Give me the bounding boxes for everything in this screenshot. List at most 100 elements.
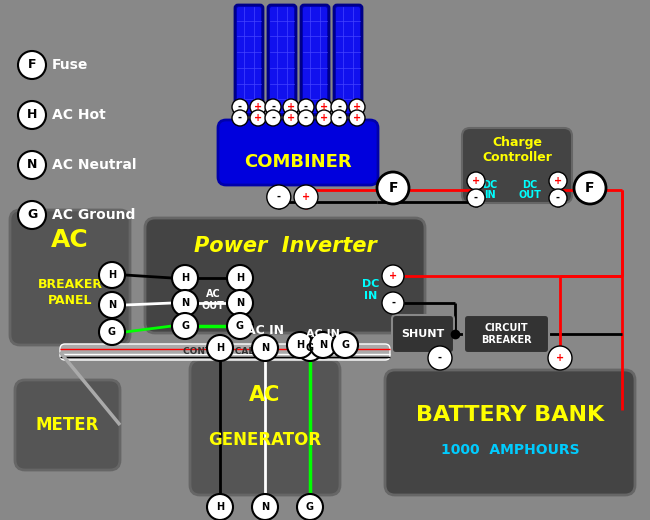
- Text: METER: METER: [36, 416, 99, 434]
- Text: -: -: [304, 102, 308, 112]
- Circle shape: [316, 110, 332, 126]
- Text: Charge
Controller: Charge Controller: [482, 136, 552, 164]
- Text: N: N: [261, 343, 269, 353]
- FancyBboxPatch shape: [268, 5, 296, 115]
- Circle shape: [18, 101, 46, 129]
- Circle shape: [294, 185, 318, 209]
- Text: +: +: [320, 113, 328, 123]
- Circle shape: [18, 151, 46, 179]
- Text: -: -: [271, 102, 275, 112]
- Text: 1000  AMPHOURS: 1000 AMPHOURS: [441, 443, 579, 457]
- Text: DC: DC: [482, 180, 498, 190]
- Circle shape: [283, 110, 299, 126]
- FancyBboxPatch shape: [334, 5, 362, 115]
- Text: +: +: [556, 353, 564, 363]
- Text: N: N: [319, 340, 327, 350]
- Text: DC
IN: DC IN: [362, 279, 380, 301]
- Circle shape: [172, 265, 198, 291]
- Circle shape: [310, 332, 336, 358]
- Text: +: +: [389, 271, 397, 281]
- Text: F: F: [585, 181, 595, 195]
- Text: +: +: [254, 113, 262, 123]
- Text: IN: IN: [484, 190, 496, 200]
- Text: COMBINER: COMBINER: [244, 153, 352, 171]
- Circle shape: [377, 172, 409, 204]
- Circle shape: [316, 99, 332, 115]
- Text: +: +: [287, 113, 295, 123]
- Text: H: H: [181, 273, 189, 283]
- Circle shape: [172, 313, 198, 339]
- Circle shape: [232, 110, 248, 126]
- Text: H: H: [27, 109, 37, 122]
- FancyBboxPatch shape: [60, 344, 390, 360]
- Text: -: -: [271, 113, 275, 123]
- Circle shape: [227, 265, 253, 291]
- Circle shape: [99, 319, 125, 345]
- Circle shape: [99, 262, 125, 288]
- Text: AC Hot: AC Hot: [52, 108, 106, 122]
- Circle shape: [549, 172, 567, 190]
- Text: BATTERY BANK: BATTERY BANK: [416, 405, 604, 425]
- Text: N: N: [261, 502, 269, 512]
- Circle shape: [250, 99, 266, 115]
- Text: +: +: [554, 176, 562, 186]
- Text: -: -: [304, 113, 308, 123]
- Text: H: H: [216, 502, 224, 512]
- Circle shape: [467, 172, 485, 190]
- Text: -: -: [277, 192, 281, 202]
- Text: N: N: [27, 159, 37, 172]
- Text: N: N: [236, 298, 244, 308]
- Circle shape: [298, 99, 314, 115]
- Circle shape: [382, 265, 404, 287]
- Text: +: +: [353, 113, 361, 123]
- Circle shape: [549, 189, 567, 207]
- Text: +: +: [302, 192, 310, 202]
- Circle shape: [574, 172, 606, 204]
- Text: H: H: [108, 270, 116, 280]
- Text: G: G: [306, 502, 314, 512]
- FancyBboxPatch shape: [145, 218, 425, 333]
- Circle shape: [349, 99, 365, 115]
- Circle shape: [297, 494, 323, 520]
- Text: +: +: [287, 102, 295, 112]
- FancyBboxPatch shape: [385, 370, 635, 495]
- Circle shape: [331, 110, 347, 126]
- Circle shape: [266, 185, 291, 209]
- Text: Fuse: Fuse: [52, 58, 88, 72]
- Text: G: G: [306, 343, 314, 353]
- Circle shape: [428, 346, 452, 370]
- Text: H: H: [236, 273, 244, 283]
- Text: AC IN: AC IN: [306, 329, 340, 339]
- Circle shape: [467, 189, 485, 207]
- Text: +: +: [353, 102, 361, 112]
- Text: AC Neutral: AC Neutral: [52, 158, 136, 172]
- Text: AC: AC: [250, 385, 281, 405]
- Text: G: G: [27, 209, 37, 222]
- Text: AC Ground: AC Ground: [52, 208, 135, 222]
- Circle shape: [297, 335, 323, 361]
- Circle shape: [232, 99, 248, 115]
- Text: AC
OUT: AC OUT: [202, 289, 224, 311]
- Text: SHUNT: SHUNT: [402, 329, 445, 339]
- Text: G: G: [108, 327, 116, 337]
- FancyBboxPatch shape: [303, 7, 327, 113]
- FancyBboxPatch shape: [464, 315, 549, 353]
- Text: G: G: [236, 321, 244, 331]
- Text: H: H: [216, 343, 224, 353]
- Text: -: -: [438, 353, 442, 363]
- Circle shape: [283, 99, 299, 115]
- Text: +: +: [254, 102, 262, 112]
- Text: Power  Inverter: Power Inverter: [194, 236, 376, 256]
- FancyBboxPatch shape: [336, 7, 360, 113]
- Circle shape: [172, 290, 198, 316]
- Circle shape: [332, 332, 358, 358]
- Circle shape: [349, 110, 365, 126]
- Circle shape: [298, 110, 314, 126]
- FancyBboxPatch shape: [218, 120, 378, 185]
- Text: -: -: [337, 102, 341, 112]
- Circle shape: [287, 332, 313, 358]
- Circle shape: [265, 110, 281, 126]
- Text: CONTROL CABLE: CONTROL CABLE: [183, 347, 267, 357]
- FancyBboxPatch shape: [10, 210, 130, 345]
- Circle shape: [227, 313, 253, 339]
